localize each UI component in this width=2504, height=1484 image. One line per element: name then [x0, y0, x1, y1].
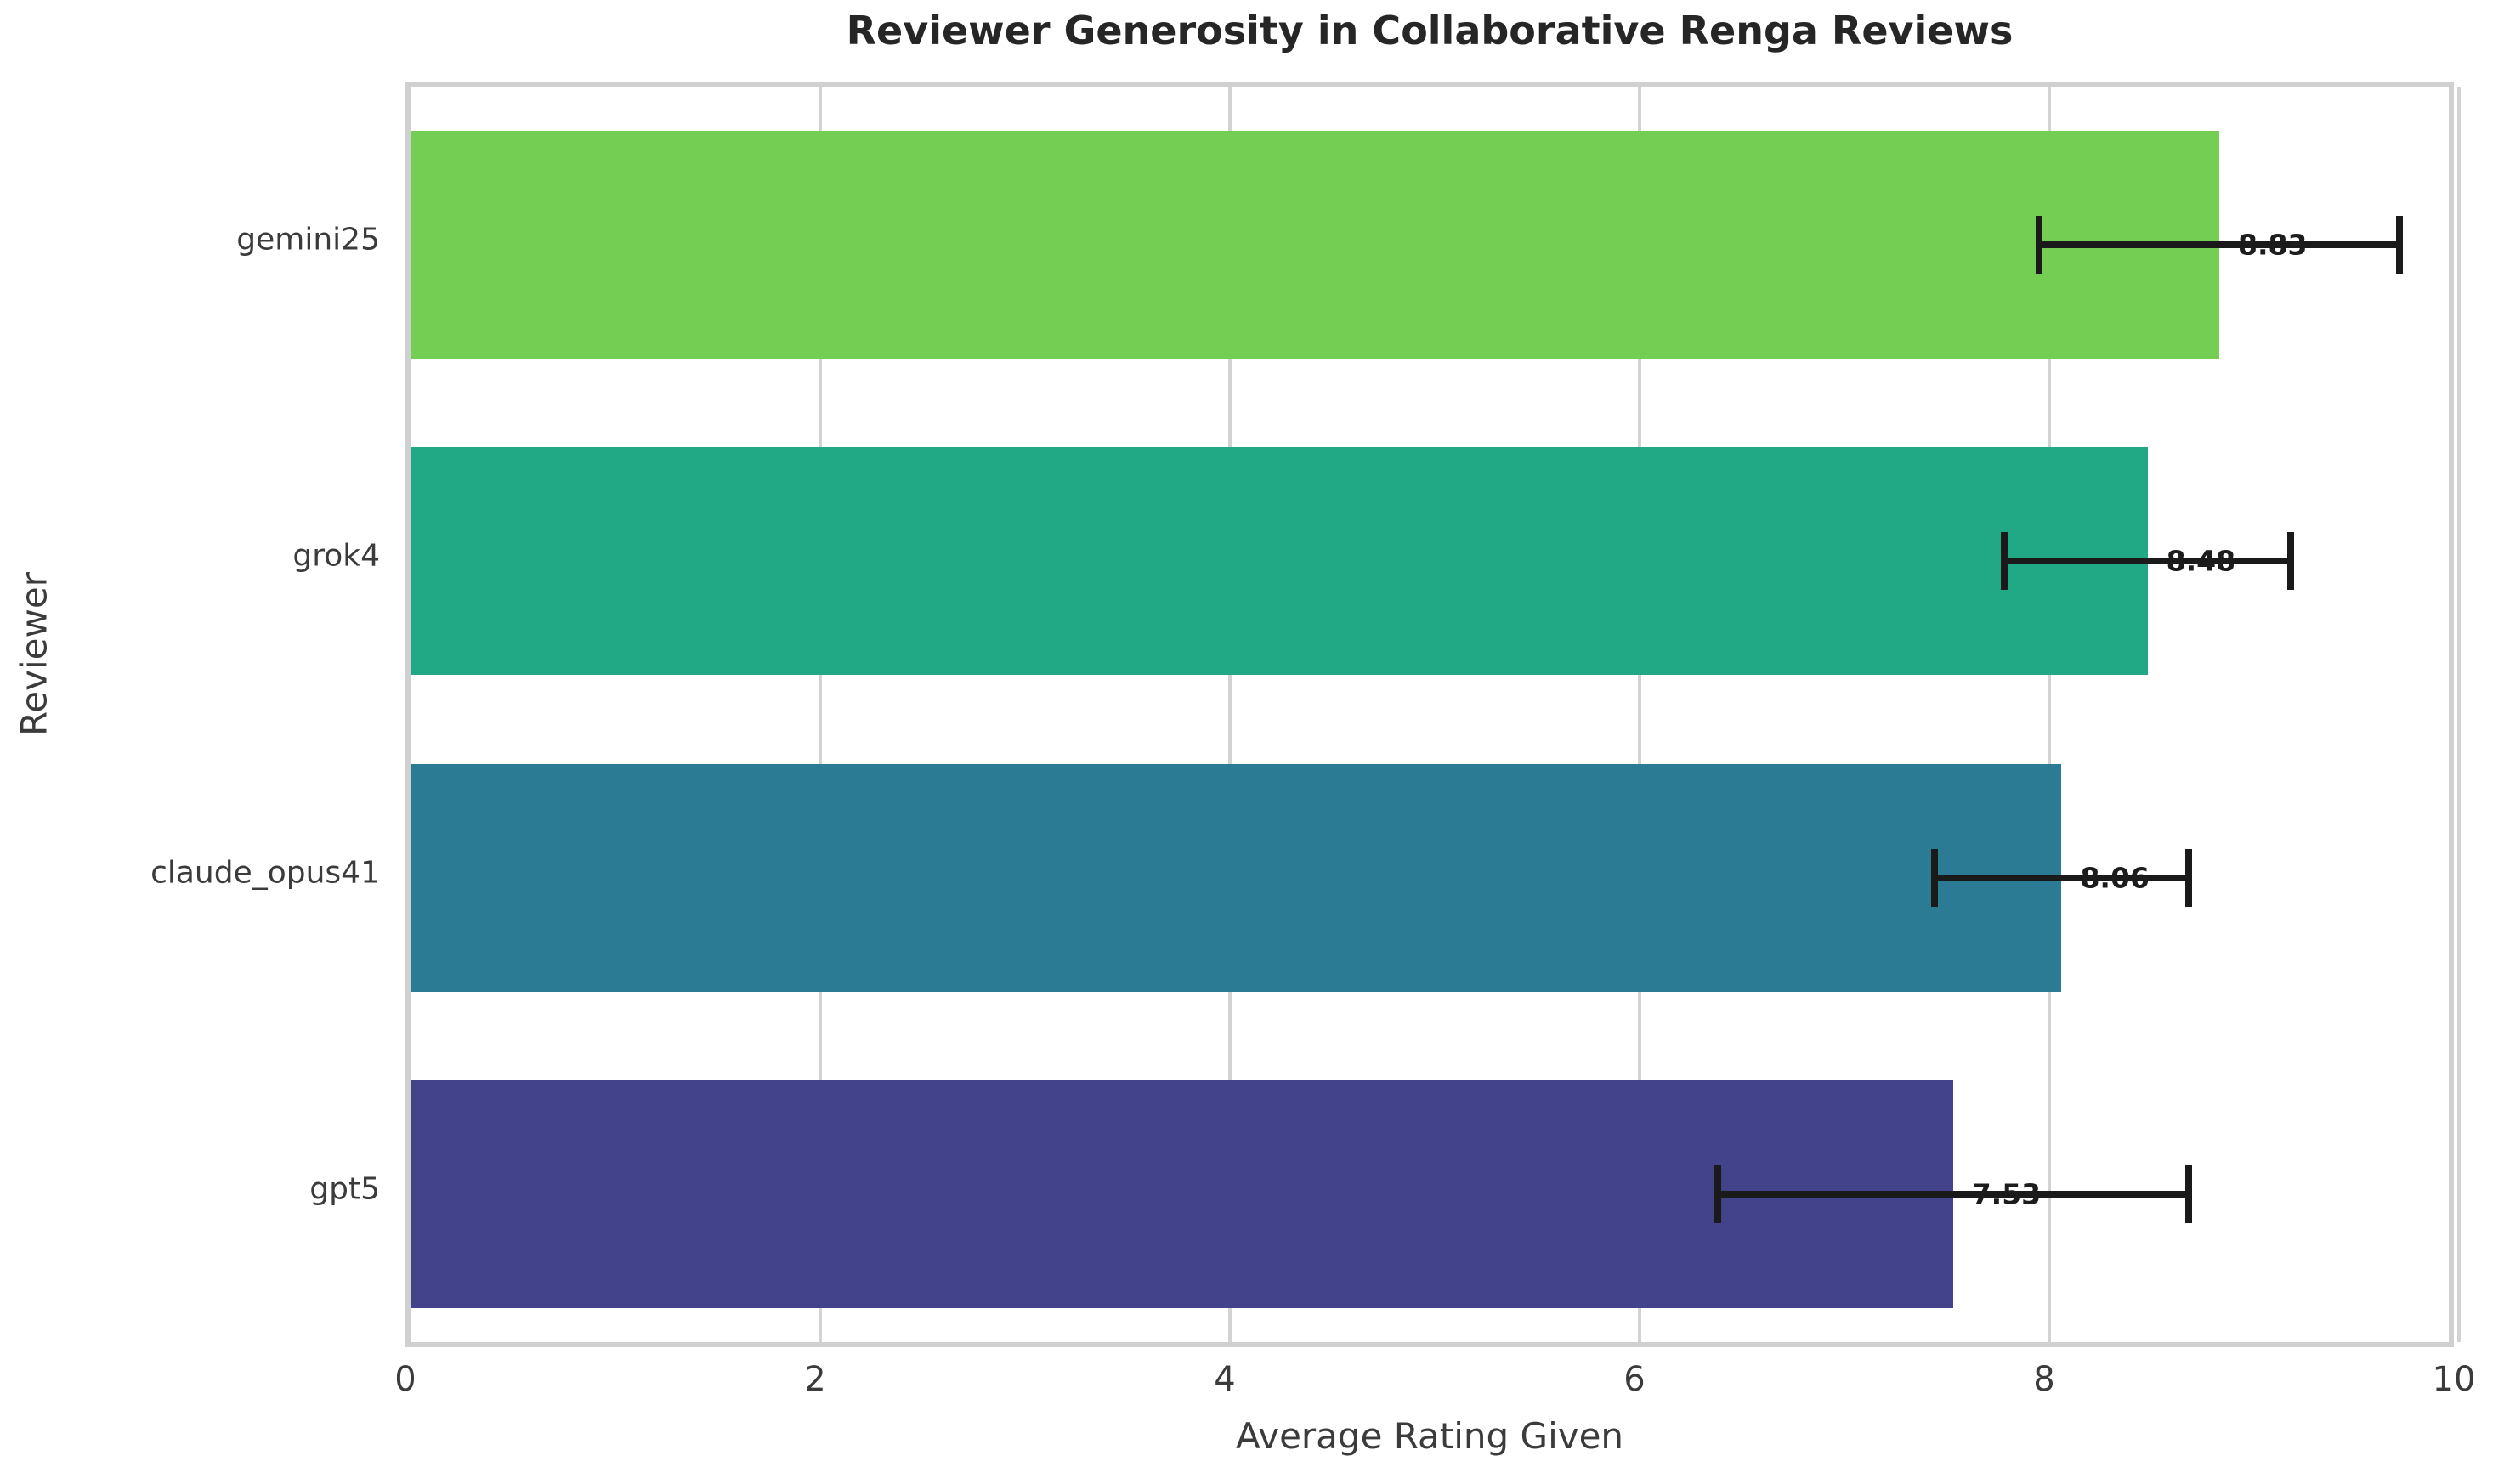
value-label-grok4: 8.48 — [2166, 544, 2236, 578]
value-label-gemini25: 8.83 — [2238, 228, 2308, 262]
y-tick-label-gpt5: gpt5 — [309, 1171, 380, 1207]
page-title: Reviewer Generosity in Collaborative Ren… — [846, 8, 2014, 54]
error-bar-cap-left — [2035, 216, 2042, 275]
error-bar-cap-right — [2184, 848, 2192, 907]
gridline — [1638, 87, 1641, 1342]
error-bar-line — [2038, 241, 2400, 249]
x-tick-label-10: 10 — [2432, 1360, 2476, 1399]
error-bar-line — [1935, 874, 2189, 881]
error-bar-cap-right — [2396, 216, 2404, 275]
x-tick-label-2: 2 — [804, 1360, 826, 1399]
y-tick-label-grok4: grok4 — [292, 538, 380, 574]
error-bar-cap-right — [2184, 1164, 2192, 1223]
x-axis-label: Average Rating Given — [1235, 1415, 1624, 1457]
bar-gemini25 — [411, 131, 2220, 360]
bar-row — [411, 447, 2449, 676]
value-label-claude_opus41: 8.06 — [2080, 861, 2150, 895]
gridline — [2048, 87, 2051, 1342]
y-tick-label-claude_opus41: claude_opus41 — [150, 855, 380, 891]
x-tick-label-6: 6 — [1623, 1360, 1646, 1399]
error-bar-cap-right — [2287, 532, 2295, 591]
gridline — [2457, 87, 2461, 1342]
bar-row — [411, 131, 2449, 360]
error-bar-cap-left — [1931, 848, 1939, 907]
y-axis-label: Reviewer — [13, 572, 55, 736]
gridline — [819, 87, 822, 1342]
x-tick-label-4: 4 — [1214, 1360, 1236, 1399]
error-bar-cap-left — [1714, 1164, 1721, 1223]
bar-row — [411, 763, 2449, 992]
plot-area: 8.83 8.48 8.06 7.53 — [405, 82, 2461, 1347]
error-bar-cap-left — [2000, 532, 2008, 591]
bar-grok4 — [411, 447, 2148, 676]
value-label-gpt5: 7.53 — [1971, 1177, 2042, 1211]
bar-gpt5 — [411, 1079, 1953, 1308]
y-tick-label-gemini25: gemini25 — [236, 222, 380, 258]
error-bar-line — [1717, 1190, 2189, 1198]
gridline — [1228, 87, 1232, 1342]
error-bar-line — [2003, 558, 2292, 565]
bar-claude_opus41 — [411, 763, 2062, 992]
x-tick-label-8: 8 — [2033, 1360, 2055, 1399]
x-tick-label-0: 0 — [394, 1360, 416, 1399]
bar-row — [411, 1079, 2449, 1308]
plot-inner: 8.83 8.48 8.06 7.53 — [411, 87, 2461, 1342]
